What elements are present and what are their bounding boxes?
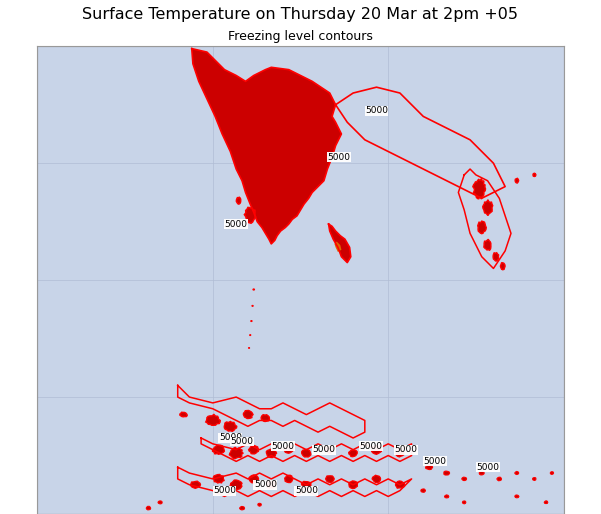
Polygon shape xyxy=(462,477,466,481)
Polygon shape xyxy=(329,224,351,263)
Polygon shape xyxy=(266,481,276,488)
Polygon shape xyxy=(371,446,382,454)
Polygon shape xyxy=(395,481,404,488)
Polygon shape xyxy=(550,472,554,474)
Polygon shape xyxy=(501,263,505,270)
Polygon shape xyxy=(484,240,491,250)
Polygon shape xyxy=(326,476,334,483)
Polygon shape xyxy=(191,481,201,488)
Text: 5000: 5000 xyxy=(219,433,242,443)
Polygon shape xyxy=(515,178,519,183)
Text: 5000: 5000 xyxy=(225,219,248,229)
Polygon shape xyxy=(224,421,237,431)
Text: Surface Temperature on Thursday 20 Mar at 2pm +05: Surface Temperature on Thursday 20 Mar a… xyxy=(82,7,519,22)
Polygon shape xyxy=(497,477,501,481)
Text: 5000: 5000 xyxy=(365,106,388,115)
Polygon shape xyxy=(245,207,255,223)
Polygon shape xyxy=(349,450,357,457)
Polygon shape xyxy=(372,475,380,483)
Polygon shape xyxy=(230,480,242,490)
Polygon shape xyxy=(483,200,493,215)
Polygon shape xyxy=(240,506,245,510)
Polygon shape xyxy=(493,253,499,261)
Polygon shape xyxy=(266,449,276,457)
Text: Freezing level contours: Freezing level contours xyxy=(228,30,373,43)
Text: 5000: 5000 xyxy=(295,486,318,495)
Text: 5000: 5000 xyxy=(394,445,417,454)
Polygon shape xyxy=(545,501,548,504)
Polygon shape xyxy=(248,347,249,348)
Polygon shape xyxy=(192,49,341,244)
Polygon shape xyxy=(213,445,224,454)
Polygon shape xyxy=(249,475,258,483)
Polygon shape xyxy=(252,305,253,306)
Polygon shape xyxy=(249,335,251,336)
Text: 5000: 5000 xyxy=(359,442,382,451)
Polygon shape xyxy=(253,289,255,290)
Polygon shape xyxy=(349,481,358,489)
Polygon shape xyxy=(514,471,519,474)
Polygon shape xyxy=(258,503,261,506)
Polygon shape xyxy=(213,474,224,483)
Polygon shape xyxy=(478,221,486,234)
Polygon shape xyxy=(158,501,162,504)
Text: 5000: 5000 xyxy=(213,486,236,495)
Polygon shape xyxy=(146,506,151,510)
Polygon shape xyxy=(395,450,404,457)
Polygon shape xyxy=(302,449,311,457)
Polygon shape xyxy=(532,478,536,481)
Text: 5000: 5000 xyxy=(231,437,254,446)
Polygon shape xyxy=(473,178,486,199)
Polygon shape xyxy=(515,495,519,498)
Polygon shape xyxy=(421,489,426,492)
Polygon shape xyxy=(230,447,243,458)
Polygon shape xyxy=(462,501,466,504)
Text: 5000: 5000 xyxy=(272,442,294,451)
Text: 5000: 5000 xyxy=(476,463,499,472)
Polygon shape xyxy=(243,411,253,418)
Text: 5000: 5000 xyxy=(424,457,447,466)
Polygon shape xyxy=(251,321,252,322)
Polygon shape xyxy=(236,197,240,204)
Polygon shape xyxy=(479,471,484,475)
Polygon shape xyxy=(249,446,258,454)
Polygon shape xyxy=(533,173,536,176)
Polygon shape xyxy=(444,471,450,475)
Text: 5000: 5000 xyxy=(313,445,335,454)
Polygon shape xyxy=(206,414,220,426)
Polygon shape xyxy=(334,242,341,252)
Polygon shape xyxy=(426,465,433,470)
Polygon shape xyxy=(180,412,187,417)
Text: 5000: 5000 xyxy=(254,480,277,489)
Polygon shape xyxy=(285,475,293,483)
Polygon shape xyxy=(284,446,293,453)
Polygon shape xyxy=(301,482,311,488)
Polygon shape xyxy=(326,446,334,453)
Polygon shape xyxy=(445,495,449,498)
Text: 5000: 5000 xyxy=(328,153,350,162)
Polygon shape xyxy=(261,415,269,421)
